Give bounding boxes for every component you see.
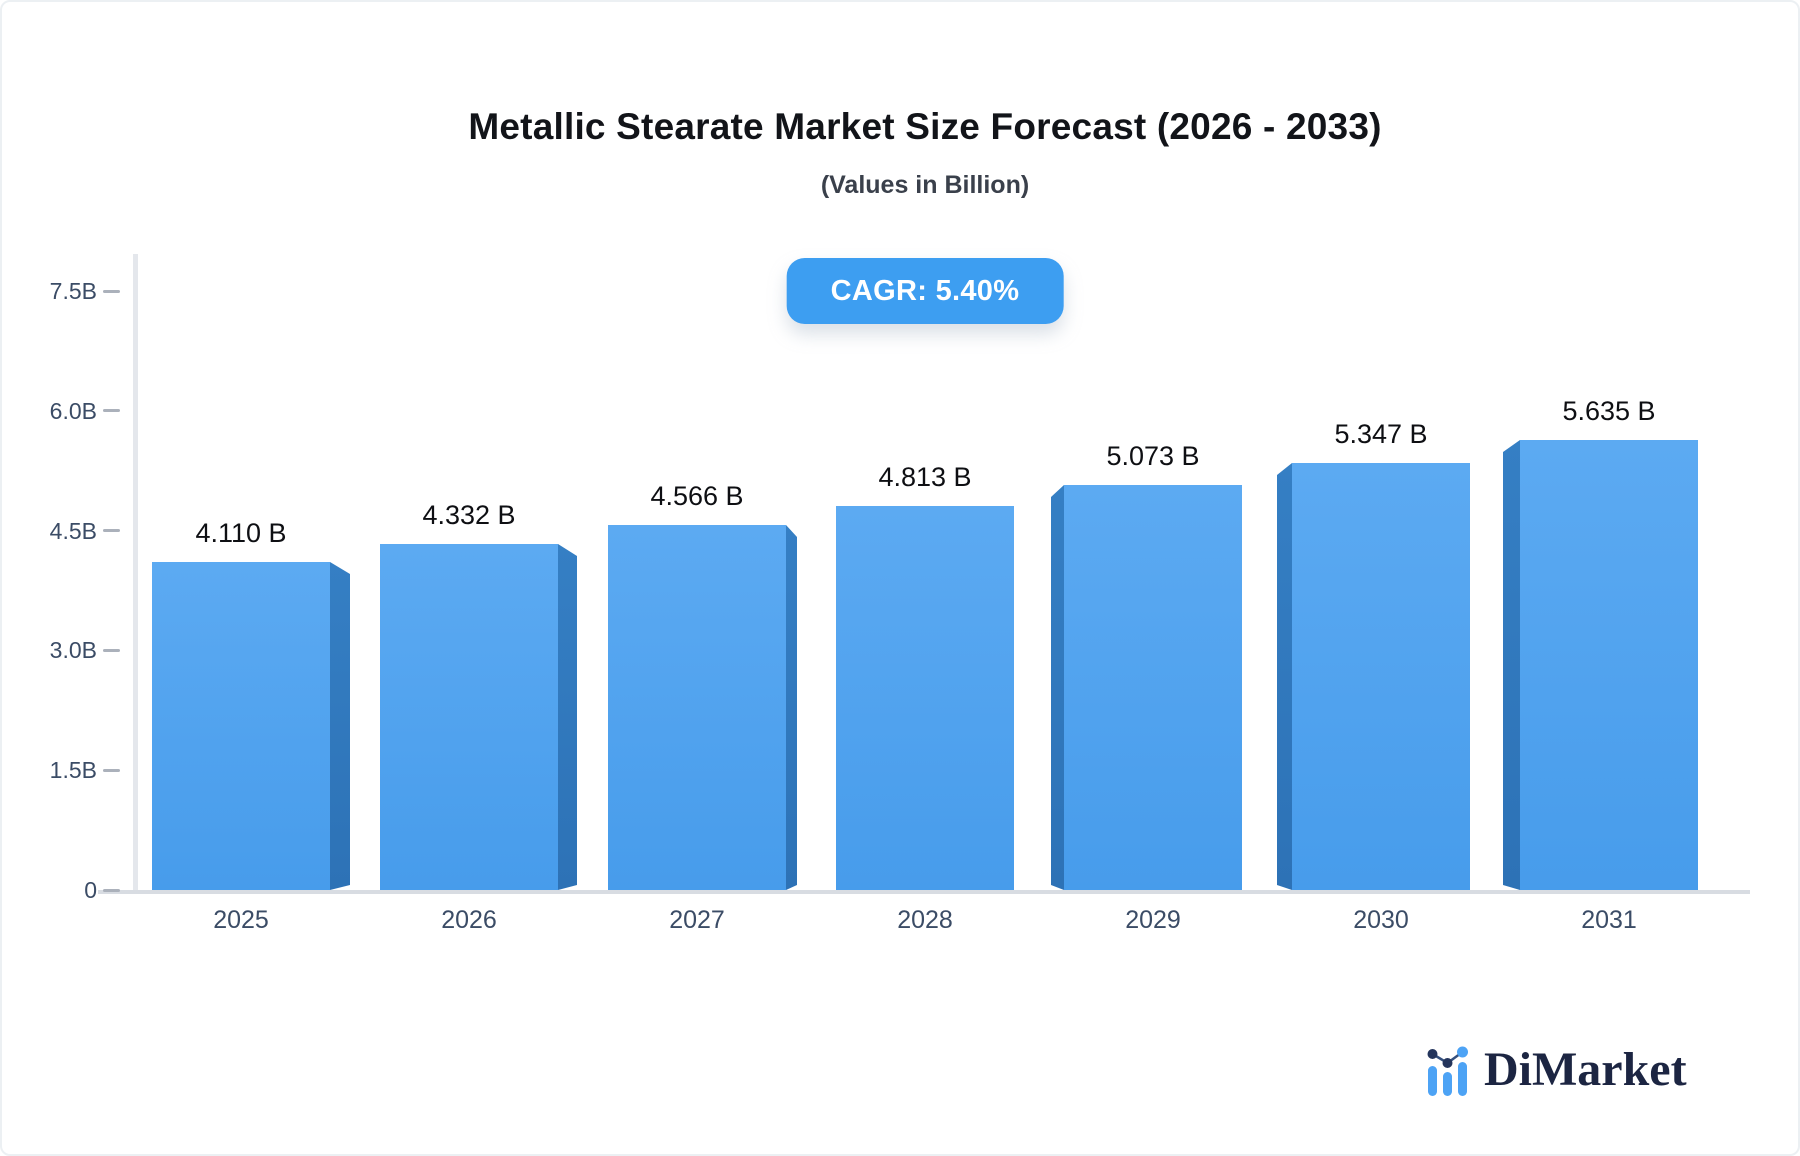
y-tick-mark <box>103 409 120 413</box>
y-tick-mark <box>103 289 120 293</box>
brand-name: DiMarket <box>1484 1043 1687 1096</box>
bar-face <box>608 525 786 890</box>
x-axis-label: 2031 <box>1581 906 1637 934</box>
bar-side-3d <box>330 562 350 890</box>
x-axis-label: 2030 <box>1353 906 1409 934</box>
bar-value-label: 4.566 B <box>650 481 744 511</box>
brand-logo: DiMarket <box>1426 1042 1687 1098</box>
bar-side-3d <box>1503 440 1520 890</box>
bar-face <box>1520 440 1698 890</box>
x-axis-label: 2026 <box>441 906 497 934</box>
x-axis-label: 2025 <box>213 906 269 934</box>
y-tick-mark <box>103 648 120 652</box>
bar-value-label: 4.813 B <box>878 462 972 492</box>
bar-value-label: 4.110 B <box>195 518 287 548</box>
bar-side-3d <box>558 544 577 890</box>
bar-face <box>836 506 1014 890</box>
chart-title: Metallic Stearate Market Size Forecast (… <box>468 106 1382 147</box>
y-tick-label: 4.5B <box>49 517 97 544</box>
x-axis-label: 2027 <box>669 906 725 934</box>
bar-side-3d <box>786 525 797 890</box>
bar-side-3d <box>1277 463 1292 890</box>
y-tick-label: 0 <box>84 877 97 903</box>
bar-value-label: 5.073 B <box>1106 441 1200 471</box>
bar-chart-logo-icon <box>1427 1046 1468 1096</box>
bar-face <box>152 562 330 890</box>
y-tick-mark <box>103 529 120 533</box>
bar-face <box>1064 485 1242 890</box>
bar-value-label: 5.347 B <box>1334 419 1428 449</box>
x-axis-line <box>98 890 1750 894</box>
y-tick-label: 6.0B <box>49 397 97 424</box>
y-axis-line <box>133 254 138 893</box>
bar-side-3d <box>1051 485 1064 890</box>
y-tick-mark <box>103 888 120 892</box>
y-tick-label: 7.5B <box>49 278 97 304</box>
y-tick-mark <box>103 768 120 772</box>
x-axis-label: 2029 <box>1125 906 1181 934</box>
cagr-badge: CAGR: 5.40% <box>786 258 1064 324</box>
bar-value-label: 4.332 B <box>422 500 516 530</box>
x-axis-label: 2028 <box>897 906 953 934</box>
bar-value-label: 5.635 B <box>1562 396 1656 426</box>
y-tick-label: 3.0B <box>49 637 97 664</box>
y-tick-label: 1.5B <box>49 757 97 784</box>
bar-face <box>380 544 558 890</box>
bar-face <box>1292 463 1470 890</box>
chart-subtitle: (Values in Billion) <box>820 171 1030 199</box>
